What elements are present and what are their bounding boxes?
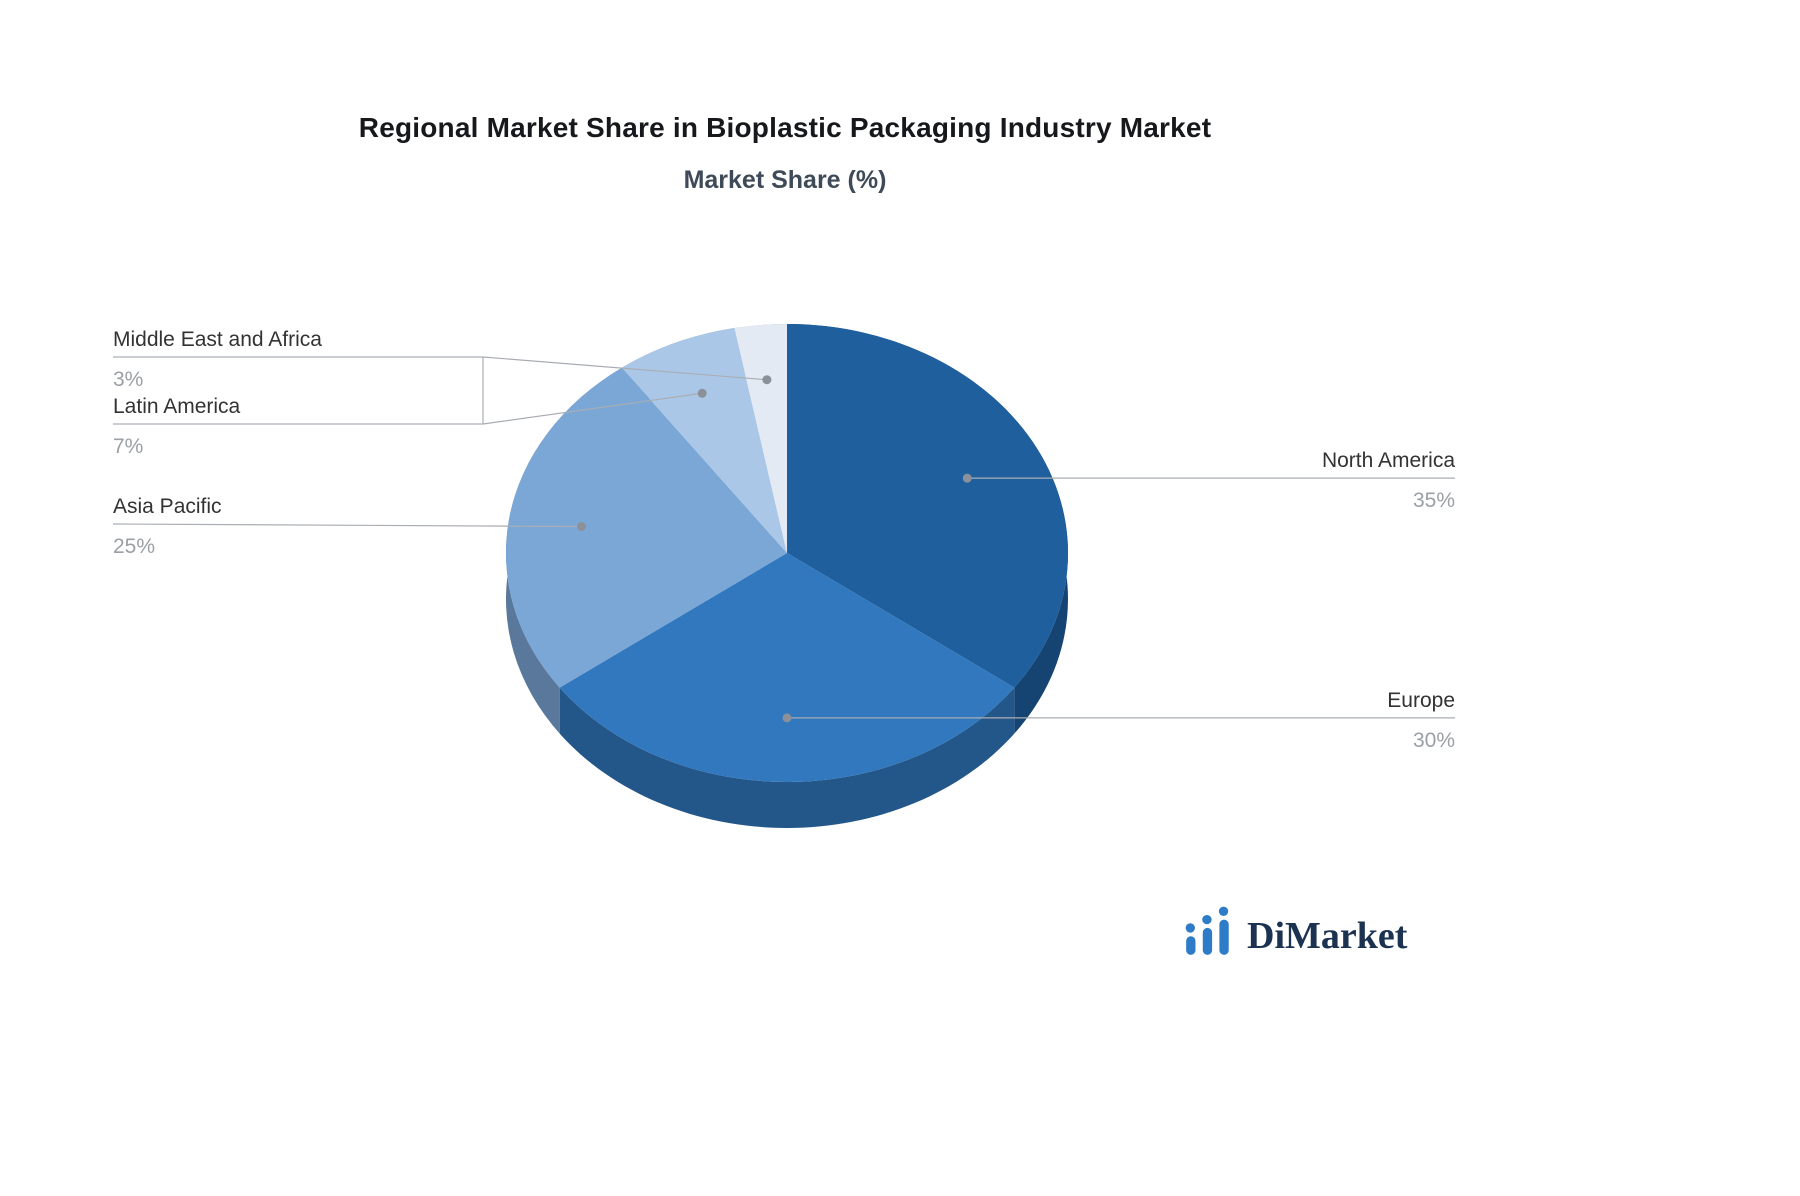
slice-value-north-america: 35% [1413, 489, 1455, 512]
slice-label-north-america: North America [1322, 449, 1455, 472]
slice-label-asia-pacific: Asia Pacific [113, 495, 222, 518]
brand-logo: DiMarket [1183, 903, 1407, 957]
leader-dot-latin-america [697, 388, 707, 398]
leader-dot-middle-east-and-africa [762, 375, 772, 385]
leader-dot-europe [782, 713, 792, 723]
pie-slice-europe[interactable] [559, 553, 1015, 782]
bar-chart-logo-icon [1185, 906, 1229, 955]
pie-slice-north-america[interactable] [787, 324, 1069, 688]
slice-value-latin-america: 7% [113, 435, 143, 458]
pie-slice-asia-pacific[interactable] [505, 367, 787, 688]
brand-logo-text: DiMarket [1247, 915, 1408, 957]
leader-line-asia-pacific [112, 523, 582, 528]
leader-dot-asia-pacific [577, 521, 587, 531]
chart-subtitle: Market Share (%) [683, 166, 887, 194]
pie-slice-side-europe [559, 687, 1015, 828]
slice-label-middle-east-and-africa: Middle East and Africa [113, 328, 322, 351]
slice-value-asia-pacific: 25% [113, 535, 155, 558]
slice-value-middle-east-and-africa: 3% [113, 368, 143, 391]
slice-label-latin-america: Latin America [113, 395, 241, 418]
pie-slice-middle-east-and-africa[interactable] [734, 324, 787, 553]
chart-title: Regional Market Share in Bioplastic Pack… [358, 112, 1212, 143]
slice-label-europe: Europe [1387, 689, 1455, 712]
slice-value-europe: 30% [1413, 729, 1455, 752]
pie-slice-latin-america[interactable] [621, 328, 787, 553]
leader-dot-north-america [962, 473, 972, 483]
